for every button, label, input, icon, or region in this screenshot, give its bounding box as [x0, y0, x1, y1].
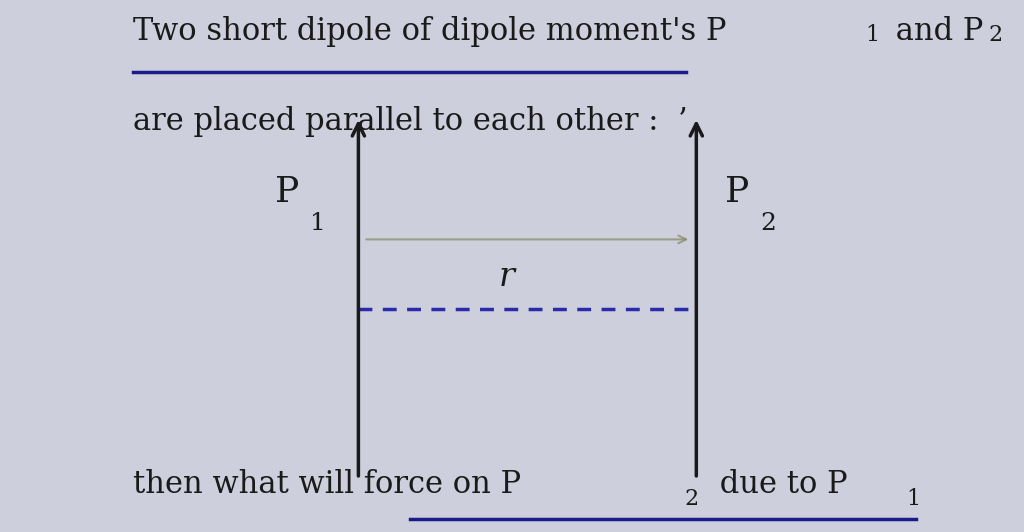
Text: 1: 1 [309, 212, 326, 235]
Text: P: P [274, 174, 299, 209]
Text: then what will force on P: then what will force on P [133, 469, 521, 500]
Text: 1: 1 [906, 488, 921, 510]
Text: 2: 2 [988, 24, 1002, 46]
Text: r: r [499, 261, 515, 293]
Text: Two short dipole of dipole moment's P: Two short dipole of dipole moment's P [133, 16, 727, 47]
Text: 2: 2 [684, 488, 698, 510]
Text: 2: 2 [760, 212, 776, 235]
Text: due to P: due to P [710, 469, 847, 500]
Text: P: P [725, 174, 750, 209]
Text: 1: 1 [865, 24, 880, 46]
Text: are placed parallel to each other :  ’: are placed parallel to each other : ’ [133, 106, 688, 137]
Text: and P: and P [886, 16, 983, 47]
